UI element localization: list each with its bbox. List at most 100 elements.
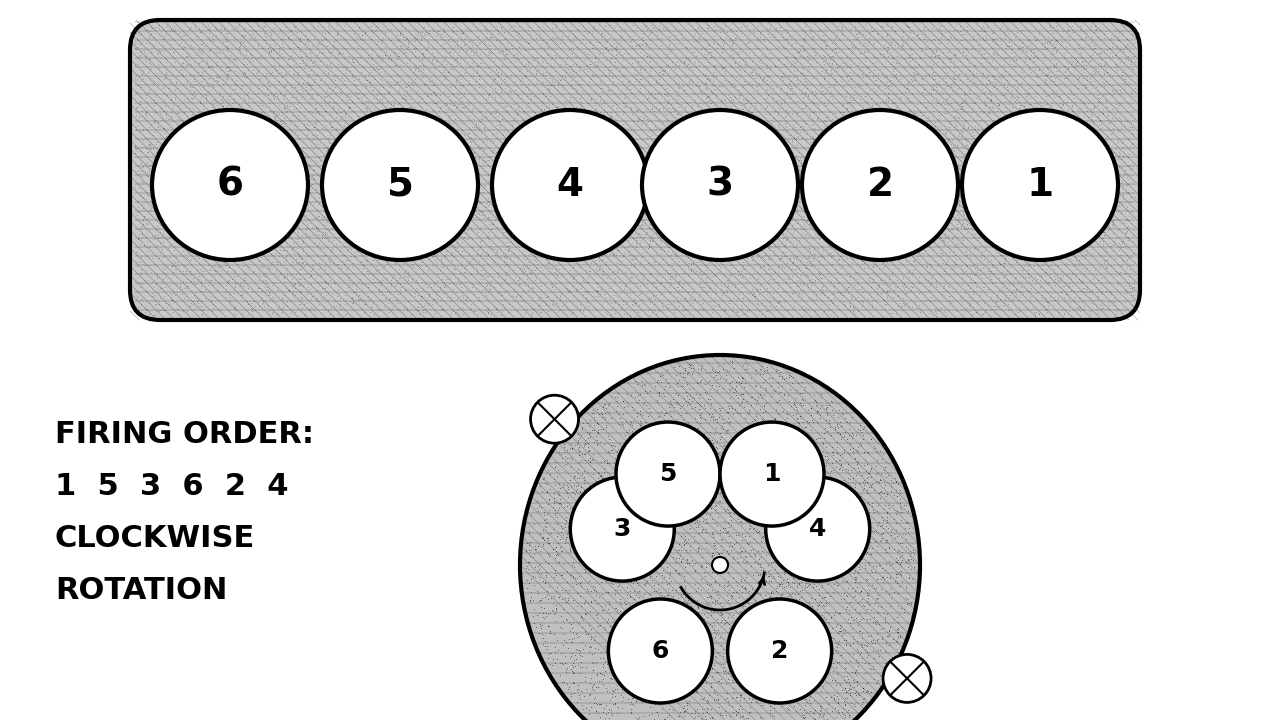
Point	[385, 285, 406, 297]
Point	[401, 240, 421, 252]
Point	[1105, 266, 1125, 277]
Point	[329, 106, 349, 117]
Point	[748, 640, 768, 652]
Point	[733, 103, 754, 114]
Point	[657, 711, 677, 720]
Point	[701, 486, 722, 498]
Point	[717, 274, 737, 286]
Point	[598, 121, 618, 132]
Point	[681, 115, 701, 127]
Point	[657, 126, 677, 138]
Point	[192, 300, 212, 312]
Point	[334, 53, 355, 65]
Point	[722, 36, 742, 48]
Point	[847, 251, 868, 263]
Point	[611, 235, 631, 247]
Point	[219, 163, 239, 174]
Point	[259, 214, 279, 225]
Point	[201, 201, 221, 212]
Point	[402, 112, 422, 123]
Point	[177, 52, 197, 63]
Point	[422, 250, 443, 261]
Point	[800, 153, 820, 164]
Point	[678, 359, 699, 370]
Point	[1105, 300, 1125, 311]
Point	[220, 89, 241, 100]
Point	[724, 553, 745, 564]
Point	[677, 368, 698, 379]
Point	[979, 262, 1000, 274]
Point	[602, 532, 622, 544]
Point	[764, 514, 785, 526]
Point	[701, 550, 722, 562]
Point	[591, 255, 612, 266]
Point	[911, 183, 932, 194]
Point	[216, 239, 237, 251]
Point	[945, 49, 965, 60]
Point	[563, 35, 584, 47]
Point	[888, 300, 909, 312]
Point	[635, 449, 655, 460]
Point	[998, 277, 1019, 289]
Point	[730, 455, 750, 467]
Point	[291, 208, 311, 220]
Point	[900, 168, 920, 179]
Point	[137, 146, 157, 158]
Point	[594, 411, 614, 423]
Point	[590, 284, 611, 295]
Point	[307, 264, 328, 275]
Point	[744, 549, 764, 560]
Point	[988, 158, 1009, 169]
Point	[666, 564, 686, 575]
Point	[909, 246, 929, 258]
Point	[817, 425, 837, 436]
Point	[934, 140, 955, 151]
Point	[621, 416, 641, 428]
Point	[677, 186, 698, 198]
Point	[768, 382, 788, 393]
Point	[329, 48, 349, 60]
Point	[334, 206, 355, 217]
Point	[932, 282, 952, 294]
Point	[191, 285, 211, 297]
Point	[591, 126, 612, 138]
Point	[828, 627, 849, 639]
Point	[568, 554, 589, 565]
Point	[669, 59, 690, 71]
Point	[916, 239, 937, 251]
Point	[686, 641, 707, 652]
Point	[634, 274, 654, 285]
Point	[942, 168, 963, 180]
Point	[255, 267, 275, 279]
Point	[524, 168, 544, 180]
Point	[334, 257, 355, 269]
Point	[831, 59, 851, 71]
Point	[451, 117, 471, 129]
Point	[381, 153, 402, 164]
Point	[705, 539, 726, 551]
Point	[660, 410, 681, 422]
Point	[768, 513, 788, 525]
Point	[495, 192, 516, 204]
Point	[646, 92, 667, 104]
Point	[754, 170, 774, 181]
Point	[1069, 254, 1089, 266]
Point	[663, 551, 684, 562]
Point	[320, 247, 340, 258]
Point	[762, 472, 782, 483]
Point	[516, 65, 536, 76]
Point	[1111, 115, 1132, 127]
Point	[631, 272, 652, 284]
Point	[1019, 286, 1039, 297]
Point	[1121, 28, 1142, 40]
Point	[785, 577, 805, 589]
Point	[175, 193, 196, 204]
Point	[952, 217, 973, 228]
Point	[582, 177, 603, 189]
Point	[1032, 67, 1052, 78]
Point	[232, 209, 252, 220]
Point	[927, 81, 947, 92]
Point	[854, 225, 874, 236]
Point	[573, 597, 594, 608]
Point	[1012, 217, 1033, 229]
